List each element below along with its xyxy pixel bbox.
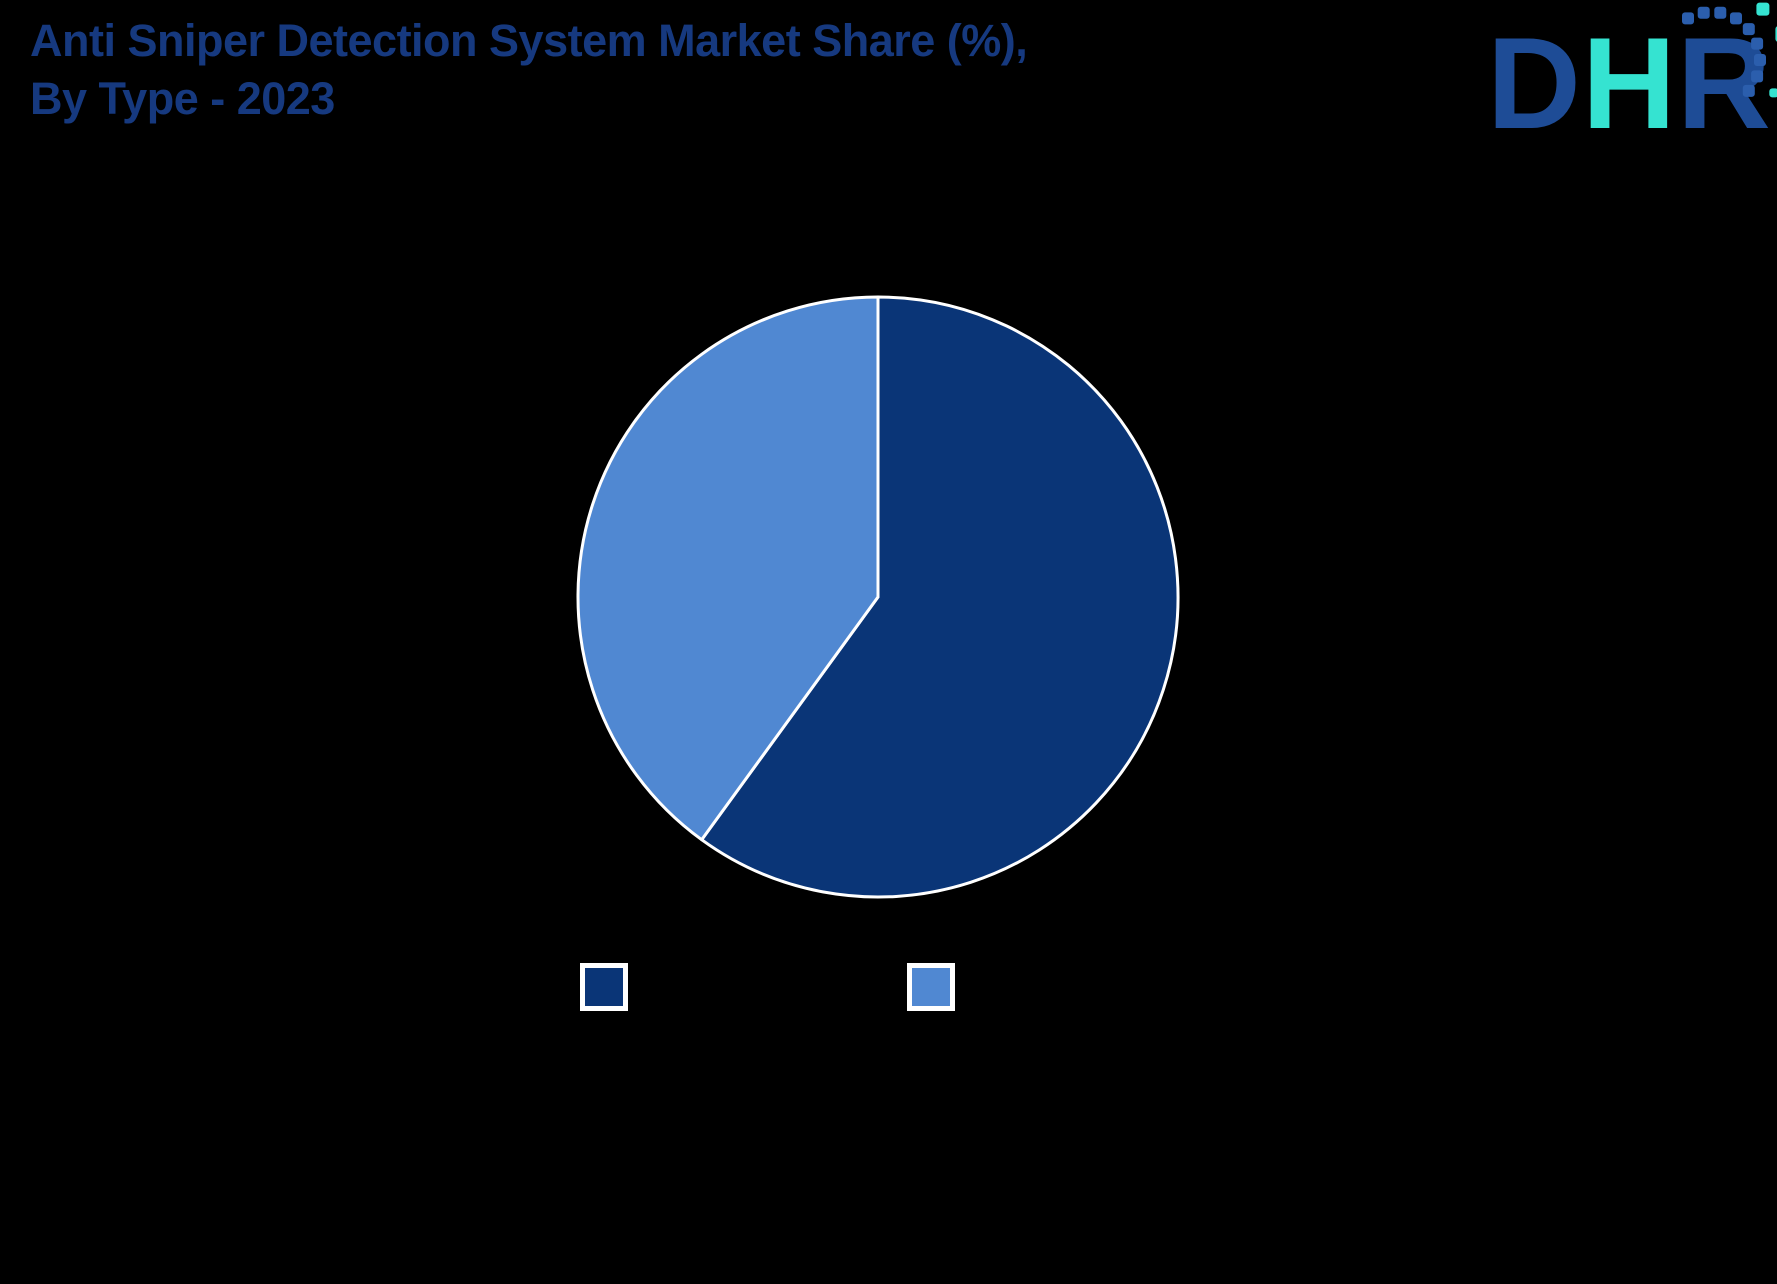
logo-dot — [1751, 70, 1764, 83]
logo-letter-h: H — [1582, 10, 1674, 156]
logo-dot — [1697, 6, 1710, 19]
dhr-logo: D H R — [1487, 2, 1777, 156]
legend-swatch-inner — [907, 963, 955, 1011]
logo-letter-r: R — [1677, 10, 1769, 156]
logo-dot — [1769, 88, 1777, 98]
pie-slice-1 — [576, 295, 880, 842]
logo-dot — [1742, 23, 1755, 36]
logo-letter-d: D — [1487, 10, 1579, 156]
logo-dot — [1742, 84, 1755, 97]
legend-swatch-inner — [580, 963, 628, 1011]
logo-dot — [1756, 2, 1770, 16]
page-title: Anti Sniper Detection System Market Shar… — [30, 12, 1028, 128]
logo-dot — [1730, 12, 1742, 25]
logo-dot — [1714, 6, 1727, 19]
page-title-line1: Anti Sniper Detection System Market Shar… — [30, 15, 1028, 66]
logo-dot — [1754, 54, 1766, 66]
pie-chart — [576, 295, 1180, 899]
legend-item — [580, 963, 628, 1011]
legend-item — [907, 963, 955, 1011]
logo-dot — [1751, 37, 1764, 50]
logo-dots-icon — [1682, 2, 1777, 98]
logo-dot — [1682, 12, 1694, 25]
page-title-line2: By Type - 2023 — [30, 73, 335, 124]
pie-slice-0 — [700, 295, 1180, 899]
